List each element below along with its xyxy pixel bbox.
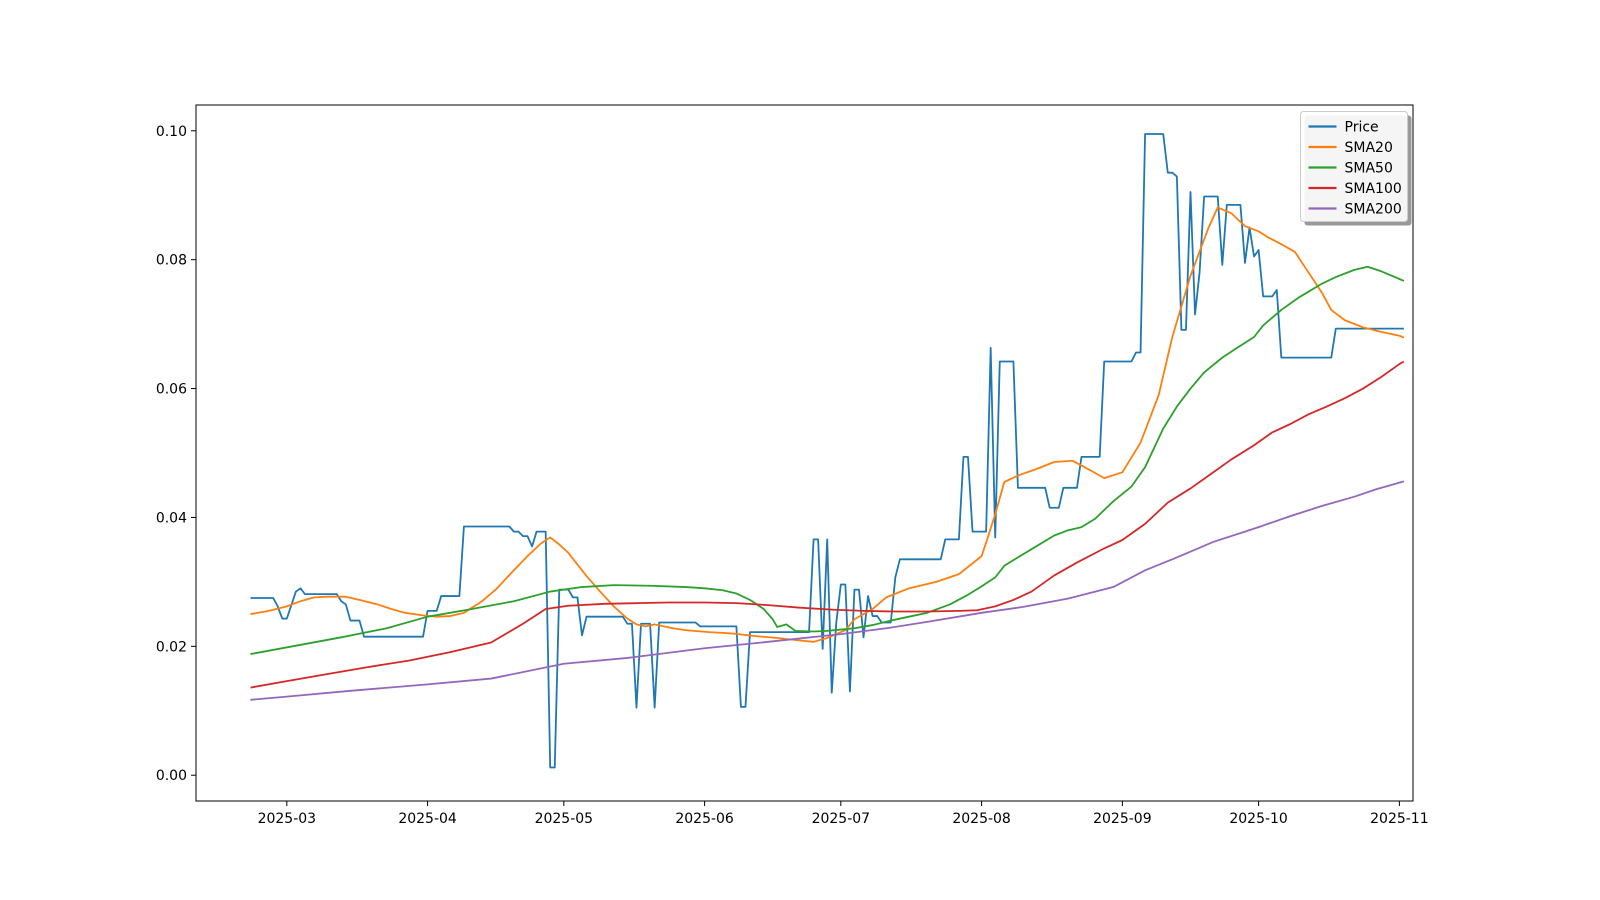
- y-tick-label: 0.00: [156, 768, 187, 784]
- y-tick-label: 0.04: [156, 510, 187, 526]
- x-tick-label: 2025-03: [258, 811, 317, 827]
- legend: Price SMA20 SMA50 SMA100 SMA200: [1300, 111, 1412, 226]
- legend-item-sma50: SMA50: [1308, 161, 1393, 177]
- x-tick-label: 2025-07: [812, 811, 871, 827]
- x-tick-label: 2025-11: [1370, 811, 1429, 827]
- series-line-sma200: [250, 480, 1405, 701]
- legend-label: Price: [1345, 120, 1379, 136]
- series-line-sma20: [250, 206, 1405, 643]
- x-tick-label: 2025-08: [952, 811, 1011, 827]
- legend-item-sma100: SMA100: [1308, 181, 1402, 197]
- legend-item-sma20: SMA20: [1308, 140, 1393, 156]
- legend-item-price: Price: [1308, 120, 1379, 136]
- y-tick-label: 0.08: [156, 253, 187, 269]
- series-line-sma50: [250, 265, 1405, 655]
- legend-label: SMA200: [1345, 202, 1402, 218]
- legend-box: [1300, 111, 1408, 222]
- x-tick-label: 2025-09: [1093, 811, 1152, 827]
- plot-border: [195, 104, 1414, 802]
- legend-label: SMA50: [1345, 161, 1393, 177]
- x-tick-label: 2025-10: [1229, 811, 1288, 827]
- legend-label: SMA100: [1345, 181, 1402, 197]
- y-tick-label: 0.02: [156, 639, 187, 655]
- x-tick-label: 2025-05: [535, 811, 594, 827]
- legend-item-sma200: SMA200: [1308, 202, 1402, 218]
- legend-label: SMA20: [1345, 140, 1393, 156]
- series-line-sma100: [250, 360, 1405, 689]
- x-tick-label: 2025-06: [675, 811, 734, 827]
- x-tick-label: 2025-04: [398, 811, 457, 827]
- y-tick-label: 0.06: [156, 382, 187, 398]
- y-tick-label: 0.10: [156, 124, 187, 140]
- series-line-price: [250, 133, 1404, 769]
